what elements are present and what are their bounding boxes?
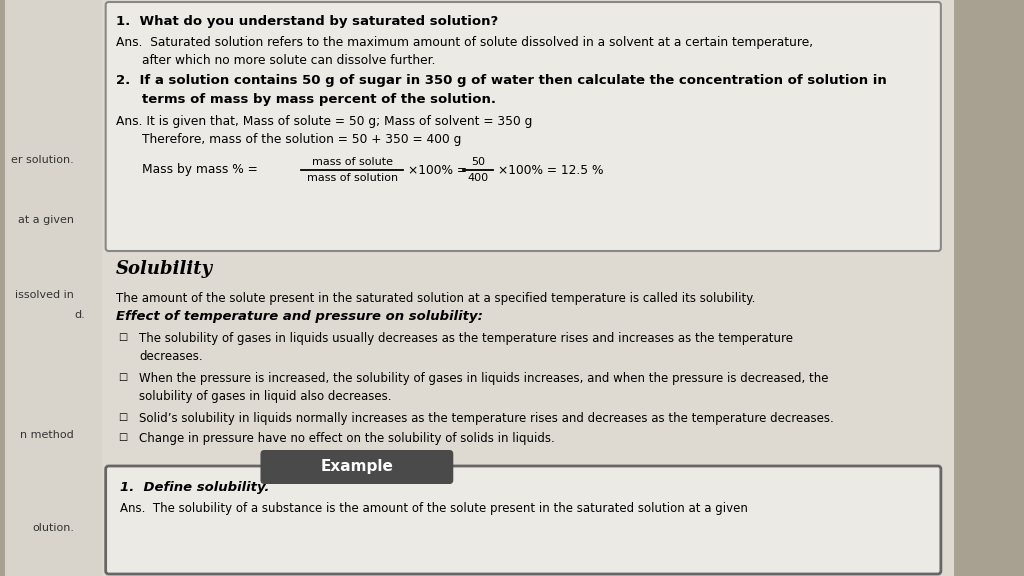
Text: ×100% =: ×100% = <box>408 164 467 176</box>
Text: 1.  Define solubility.: 1. Define solubility. <box>121 481 270 494</box>
FancyBboxPatch shape <box>260 450 454 484</box>
Text: ×100% = 12.5 %: ×100% = 12.5 % <box>498 164 603 176</box>
Text: Ans. It is given that, Mass of solute = 50 g; Mass of solvent = 350 g: Ans. It is given that, Mass of solute = … <box>116 115 532 128</box>
Text: Mass by mass % =: Mass by mass % = <box>141 164 258 176</box>
FancyBboxPatch shape <box>105 2 941 251</box>
Text: mass of solute: mass of solute <box>311 157 393 167</box>
Text: n method: n method <box>20 430 74 440</box>
Text: □: □ <box>118 332 127 342</box>
Text: 2.  If a solution contains 50 g of sugar in 350 g of water then calculate the co: 2. If a solution contains 50 g of sugar … <box>116 74 887 87</box>
Text: The solubility of gases in liquids usually decreases as the temperature rises an: The solubility of gases in liquids usual… <box>139 332 793 345</box>
Text: mass of solution: mass of solution <box>306 173 397 183</box>
Text: 400: 400 <box>468 173 488 183</box>
Text: er solution.: er solution. <box>11 155 74 165</box>
Bar <box>5 0 106 576</box>
Text: Therefore, mass of the solution = 50 + 350 = 400 g: Therefore, mass of the solution = 50 + 3… <box>141 133 461 146</box>
FancyBboxPatch shape <box>105 466 941 574</box>
Text: 50: 50 <box>471 157 485 167</box>
Text: □: □ <box>118 412 127 422</box>
Text: Ans.  Saturated solution refers to the maximum amount of solute dissolved in a s: Ans. Saturated solution refers to the ma… <box>116 36 813 49</box>
Text: □: □ <box>118 432 127 442</box>
Text: Effect of temperature and pressure on solubility:: Effect of temperature and pressure on so… <box>116 310 482 323</box>
Text: Solid’s solubility in liquids normally increases as the temperature rises and de: Solid’s solubility in liquids normally i… <box>139 412 834 425</box>
Text: issolved in: issolved in <box>15 290 74 300</box>
Text: after which no more solute can dissolve further.: after which no more solute can dissolve … <box>141 54 435 67</box>
Text: Change in pressure have no effect on the solubility of solids in liquids.: Change in pressure have no effect on the… <box>139 432 555 445</box>
Text: terms of mass by mass percent of the solution.: terms of mass by mass percent of the sol… <box>141 93 496 106</box>
Text: □: □ <box>118 372 127 382</box>
Text: at a given: at a given <box>18 215 74 225</box>
Text: solubility of gases in liquid also decreases.: solubility of gases in liquid also decre… <box>139 390 391 403</box>
Text: decreases.: decreases. <box>139 350 203 363</box>
Text: Solubility: Solubility <box>116 260 213 278</box>
Text: Example: Example <box>321 460 393 475</box>
Text: 1.  What do you understand by saturated solution?: 1. What do you understand by saturated s… <box>116 15 498 28</box>
Bar <box>102 0 953 576</box>
Text: When the pressure is increased, the solubility of gases in liquids increases, an: When the pressure is increased, the solu… <box>139 372 828 385</box>
Text: The amount of the solute present in the saturated solution at a specified temper: The amount of the solute present in the … <box>116 292 756 305</box>
Text: Ans.  The solubility of a substance is the amount of the solute present in the s: Ans. The solubility of a substance is th… <box>121 502 749 515</box>
Text: olution.: olution. <box>32 523 74 533</box>
Text: d.: d. <box>74 310 85 320</box>
